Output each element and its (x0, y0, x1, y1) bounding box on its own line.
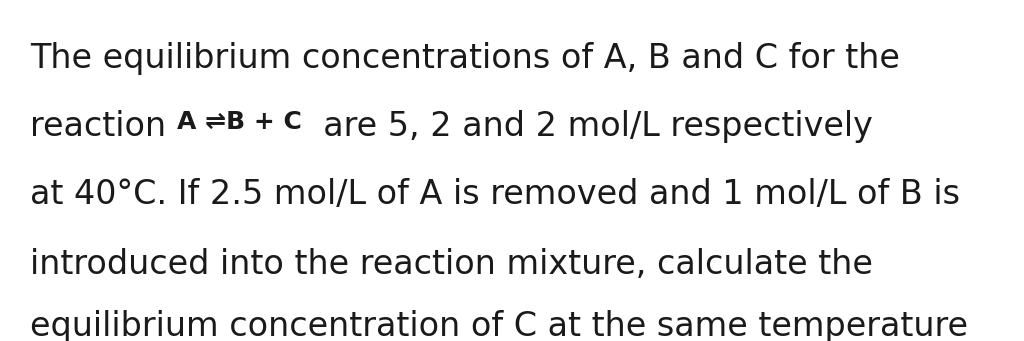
Text: at 40°C. If 2.5 mol/L of A is removed and 1 mol/L of B is: at 40°C. If 2.5 mol/L of A is removed an… (30, 178, 961, 211)
Text: A ⇌B + C: A ⇌B + C (177, 110, 302, 134)
Text: introduced into the reaction mixture, calculate the: introduced into the reaction mixture, ca… (30, 248, 872, 281)
Text: are 5, 2 and 2 mol/L respectively: are 5, 2 and 2 mol/L respectively (302, 110, 872, 143)
Text: The equilibrium concentrations of A, B and C for the: The equilibrium concentrations of A, B a… (30, 42, 900, 75)
Text: equilibrium concentration of C at the same temperature: equilibrium concentration of C at the sa… (30, 310, 968, 341)
Text: reaction: reaction (30, 110, 177, 143)
